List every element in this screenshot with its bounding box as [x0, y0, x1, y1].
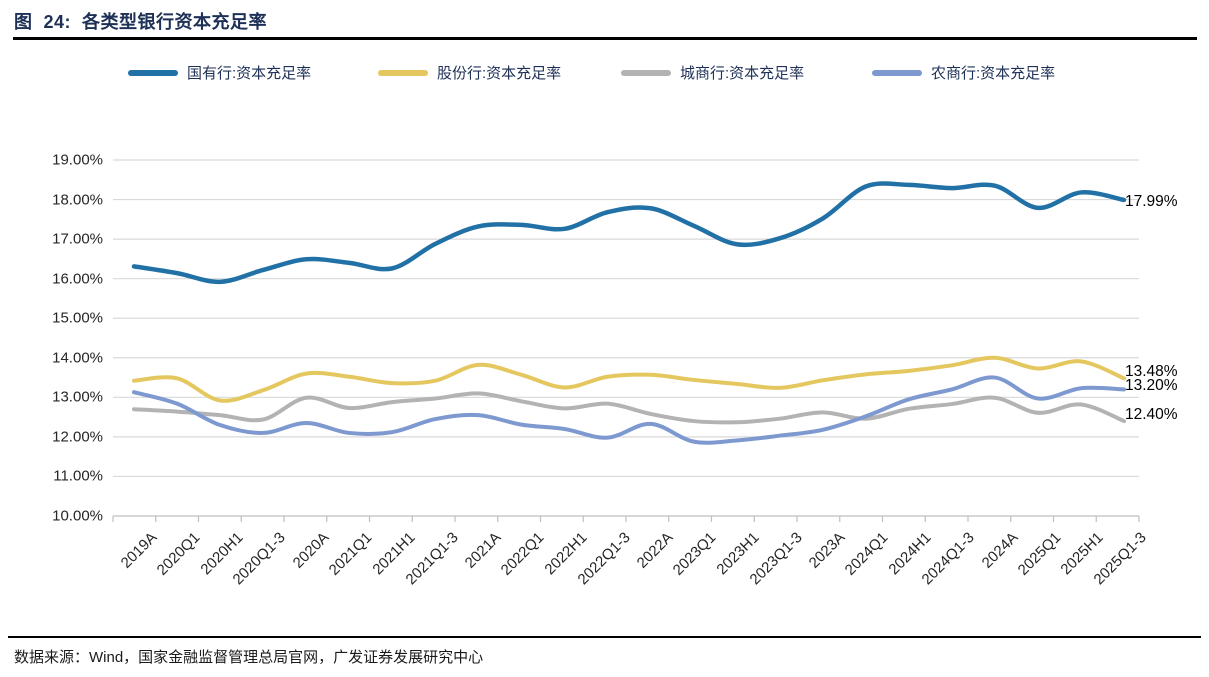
y-axis-label: 19.00%: [52, 151, 103, 169]
footer-rule: [8, 636, 1201, 638]
y-axis-label: 10.00%: [52, 507, 103, 525]
y-axis-label: 11.00%: [53, 467, 103, 485]
end-label-rural-commercial: 13.20%: [1125, 377, 1178, 395]
legend-label: 城商行:资本充足率: [680, 65, 805, 82]
series-line-0: [131, 181, 1127, 285]
legend-label: 国有行:资本充足率: [187, 65, 312, 82]
state-owned-line-swatch: [128, 69, 178, 76]
y-axis-label: 15.00%: [52, 309, 103, 327]
end-label-state-owned: 17.99%: [1125, 192, 1178, 210]
rural-commercial-line-swatch: [872, 69, 922, 76]
title-rule: [13, 37, 1197, 40]
legend-item-rural-commercial: 农商行:资本充足率: [872, 62, 1055, 83]
end-label-joint-stock: 13.48%: [1125, 363, 1178, 381]
legend-item-state-owned: 国有行:资本充足率: [128, 62, 311, 83]
source-text: 数据来源：Wind，国家金融监督管理总局官网，广发证券发展研究中心: [14, 649, 484, 666]
series-line-1: [132, 355, 1126, 403]
y-axis-label: 12.00%: [52, 428, 103, 446]
legend-label: 股份行:资本充足率: [437, 65, 562, 82]
end-label-city-commercial: 12.40%: [1125, 406, 1178, 424]
chart-title: 图 24: 各类型银行资本充足率: [14, 12, 268, 32]
y-axis-label: 17.00%: [52, 230, 103, 248]
joint-stock-line-swatch: [378, 69, 428, 76]
y-axis-label: 16.00%: [52, 270, 103, 288]
series-line-3: [132, 375, 1126, 445]
city-commercial-line-swatch: [621, 69, 671, 76]
legend-item-city-commercial: 城商行:资本充足率: [621, 62, 804, 83]
y-axis-label: 18.00%: [52, 191, 103, 209]
legend: 国有行:资本充足率 股份行:资本充足率 城商行:资本充足率 农商行:资本充足率: [0, 62, 1209, 84]
y-axis-label: 14.00%: [52, 349, 103, 367]
series-line-2: [132, 391, 1126, 425]
y-axis-label: 13.00%: [52, 388, 103, 406]
legend-item-joint-stock: 股份行:资本充足率: [378, 62, 561, 83]
legend-label: 农商行:资本充足率: [931, 65, 1056, 82]
